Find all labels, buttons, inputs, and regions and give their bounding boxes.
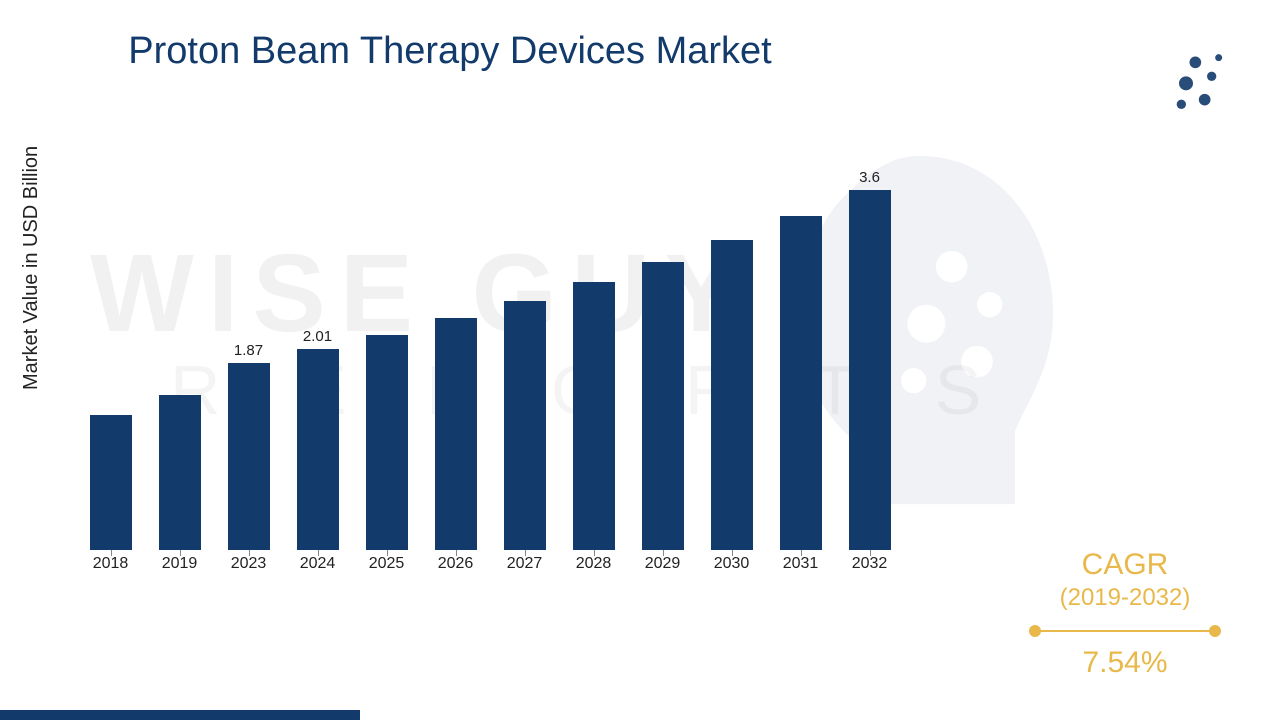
x-tick-label: 2028 <box>564 555 624 573</box>
logo-text-line2: R E P O R T S <box>884 59 1130 80</box>
chart-title: Proton Beam Therapy Devices Market <box>0 30 900 73</box>
x-tick-label: 2032 <box>840 555 900 573</box>
bar <box>504 301 546 550</box>
x-tick-label: 2024 <box>288 555 348 573</box>
bar <box>159 395 201 550</box>
x-tick-label: 2031 <box>771 555 831 573</box>
x-tick-label: 2023 <box>219 555 279 573</box>
bar <box>435 318 477 550</box>
cagr-divider <box>1035 630 1215 632</box>
x-tick-label: 2029 <box>633 555 693 573</box>
x-tick-mark <box>594 550 595 556</box>
x-tick-label: 2027 <box>495 555 555 573</box>
bar <box>642 262 684 550</box>
plot-area: 1.87 2.01 3.6 <box>70 150 900 550</box>
report-canvas: WISE GUY R E P O R T S Proton Beam Thera… <box>0 0 1280 720</box>
x-tick-mark <box>663 550 664 556</box>
bar <box>711 240 753 550</box>
x-tick-label: 2030 <box>702 555 762 573</box>
x-tick-label: 2019 <box>150 555 210 573</box>
bar-value-label: 3.6 <box>840 169 900 186</box>
x-tick-mark <box>525 550 526 556</box>
bar-chart: 1.87 2.01 3.6 2018 2019 2023 2024 2025 2026 2027… <box>70 150 900 590</box>
cagr-value: 7.54% <box>1010 646 1240 680</box>
x-tick-mark <box>249 550 250 556</box>
cagr-label: CAGR <box>1010 548 1240 582</box>
bar <box>228 363 270 550</box>
x-tick-mark <box>318 550 319 556</box>
x-tick-label: 2026 <box>426 555 486 573</box>
footer-accent-bar <box>0 710 360 720</box>
bar <box>297 349 339 550</box>
x-tick-label: 2018 <box>81 555 141 573</box>
bar <box>849 190 891 550</box>
x-tick-mark <box>870 550 871 556</box>
bar-value-label: 1.87 <box>219 342 279 359</box>
x-tick-mark <box>732 550 733 556</box>
bar-value-label: 2.01 <box>288 328 348 345</box>
bar <box>573 282 615 550</box>
x-tick-label: 2025 <box>357 555 417 573</box>
bar <box>90 415 132 550</box>
x-tick-mark <box>801 550 802 556</box>
y-axis-label: Market Value in USD Billion <box>20 146 43 390</box>
logo-text-line1: WISE GUY <box>884 24 1130 63</box>
x-tick-mark <box>387 550 388 556</box>
bar <box>780 216 822 550</box>
x-tick-mark <box>180 550 181 556</box>
cagr-panel: CAGR (2019-2032) 7.54% <box>1010 548 1240 680</box>
x-tick-mark <box>456 550 457 556</box>
bar <box>366 335 408 550</box>
brand-logo: WISE GUY R E P O R T S <box>884 24 1240 80</box>
cagr-range: (2019-2032) <box>1010 584 1240 612</box>
x-tick-mark <box>111 550 112 556</box>
